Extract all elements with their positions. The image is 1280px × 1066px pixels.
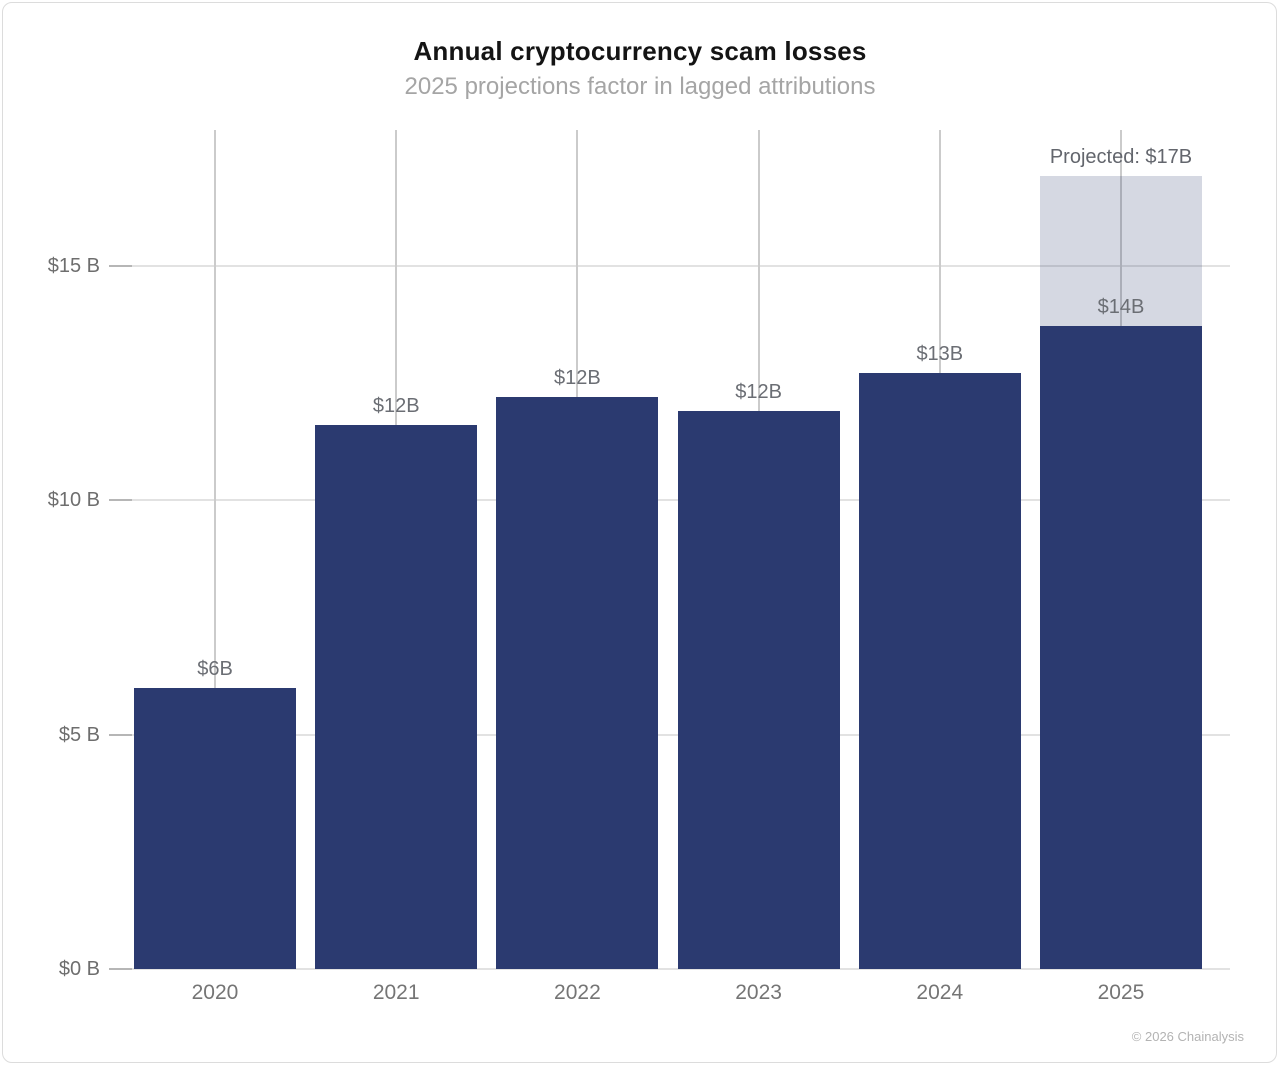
x-tick-label: 2024 xyxy=(916,981,964,1004)
y-gridline xyxy=(109,264,1230,267)
y-tick-label: $15 B xyxy=(47,254,100,277)
x-tick-label: 2021 xyxy=(372,981,420,1004)
chart-title: Annual cryptocurrency scam losses xyxy=(413,36,867,66)
source-credit: © 2026 Chainalysis xyxy=(1131,1029,1244,1044)
bar-value-label: $12B xyxy=(372,394,420,417)
bar-2020 xyxy=(134,687,296,969)
bar-2021 xyxy=(315,424,478,969)
y-tick-mark xyxy=(109,264,132,267)
y-gridline xyxy=(109,733,1230,736)
x-tick-label: 2025 xyxy=(1097,981,1145,1004)
bar-value-label: $12B xyxy=(735,380,782,403)
y-tick-mark xyxy=(109,733,132,736)
y-tick-mark xyxy=(109,968,132,970)
y-gridline xyxy=(109,499,1230,501)
bar-value-label: $13B xyxy=(916,343,964,366)
bar-2022 xyxy=(496,396,659,969)
y-tick-label: $10 B xyxy=(47,489,100,511)
projected-value-label: Projected: $17B xyxy=(1049,146,1193,169)
bar-value-label: $12B xyxy=(554,366,601,389)
bar-2024 xyxy=(858,373,1021,969)
y-tick-mark xyxy=(109,499,132,501)
x-gridline xyxy=(214,130,216,969)
bar-2023 xyxy=(677,410,840,969)
y-tick-label: $0 B xyxy=(58,958,100,980)
x-tick-label: 2022 xyxy=(554,981,601,1004)
x-tick-label: 2023 xyxy=(735,981,782,1004)
bar-2025 xyxy=(1040,326,1202,969)
x-tick-label: 2020 xyxy=(191,981,239,1004)
chart-subtitle: 2025 projections factor in lagged attrib… xyxy=(404,73,876,100)
y-tick-label: $5 B xyxy=(58,723,100,746)
bar-value-label: $14B xyxy=(1097,296,1145,319)
y-gridline xyxy=(109,968,1230,970)
bar-value-label: $6B xyxy=(197,657,233,680)
